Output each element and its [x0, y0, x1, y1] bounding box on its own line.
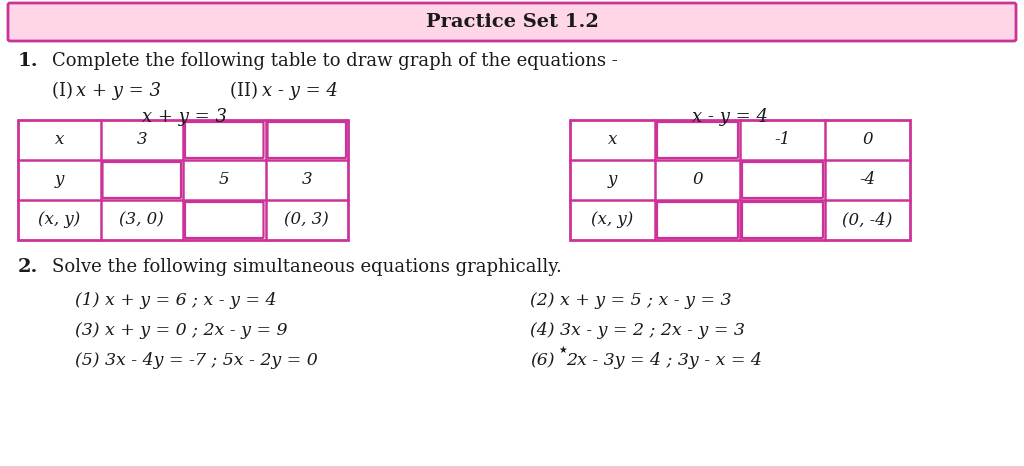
Text: Practice Set 1.2: Practice Set 1.2	[426, 13, 598, 31]
Text: (1) x + y = 6 ; x - y = 4: (1) x + y = 6 ; x - y = 4	[75, 292, 276, 309]
FancyBboxPatch shape	[742, 202, 823, 238]
FancyBboxPatch shape	[185, 122, 263, 158]
FancyBboxPatch shape	[102, 162, 181, 198]
Bar	[570, 120, 910, 240]
FancyBboxPatch shape	[267, 122, 346, 158]
Text: (3, 0): (3, 0)	[120, 212, 164, 228]
Text: 3: 3	[136, 131, 147, 149]
Text: 2.: 2.	[18, 258, 38, 276]
Text: x - y = 4: x - y = 4	[262, 82, 338, 100]
Text: Solve the following simultaneous equations graphically.: Solve the following simultaneous equatio…	[52, 258, 562, 276]
Text: -4: -4	[859, 171, 876, 189]
Text: 2x - 3y = 4 ; 3y - x = 4: 2x - 3y = 4 ; 3y - x = 4	[566, 352, 762, 369]
Text: y: y	[608, 171, 617, 189]
Text: Complete the following table to draw graph of the equations -: Complete the following table to draw gra…	[52, 52, 617, 70]
Text: x - y = 4: x - y = 4	[692, 108, 768, 126]
Text: 1.: 1.	[18, 52, 39, 70]
FancyBboxPatch shape	[657, 202, 738, 238]
Text: (3) x + y = 0 ; 2x - y = 9: (3) x + y = 0 ; 2x - y = 9	[75, 322, 288, 339]
Text: (2) x + y = 5 ; x - y = 3: (2) x + y = 5 ; x - y = 3	[530, 292, 731, 309]
Text: ★: ★	[558, 345, 566, 355]
Text: 0: 0	[692, 171, 702, 189]
Text: (5) 3x - 4y = -7 ; 5x - 2y = 0: (5) 3x - 4y = -7 ; 5x - 2y = 0	[75, 352, 317, 369]
FancyBboxPatch shape	[657, 122, 738, 158]
Text: x + y = 3: x + y = 3	[76, 82, 161, 100]
Bar	[18, 120, 348, 240]
Text: -1: -1	[774, 131, 791, 149]
Text: (0, -4): (0, -4)	[843, 212, 893, 228]
Text: (x, y): (x, y)	[592, 212, 634, 228]
Text: y: y	[54, 171, 63, 189]
Text: (0, 3): (0, 3)	[285, 212, 329, 228]
Text: (II): (II)	[230, 82, 264, 100]
Text: (x, y): (x, y)	[38, 212, 80, 228]
Text: 5: 5	[219, 171, 229, 189]
Text: x: x	[608, 131, 617, 149]
Text: x + y = 3: x + y = 3	[142, 108, 227, 126]
Text: 3: 3	[301, 171, 312, 189]
Text: x: x	[54, 131, 63, 149]
Text: (4) 3x - y = 2 ; 2x - y = 3: (4) 3x - y = 2 ; 2x - y = 3	[530, 322, 744, 339]
FancyBboxPatch shape	[185, 202, 263, 238]
Text: (6): (6)	[530, 352, 555, 369]
Text: (I): (I)	[52, 82, 79, 100]
Text: 0: 0	[862, 131, 872, 149]
FancyBboxPatch shape	[742, 162, 823, 198]
FancyBboxPatch shape	[8, 3, 1016, 41]
